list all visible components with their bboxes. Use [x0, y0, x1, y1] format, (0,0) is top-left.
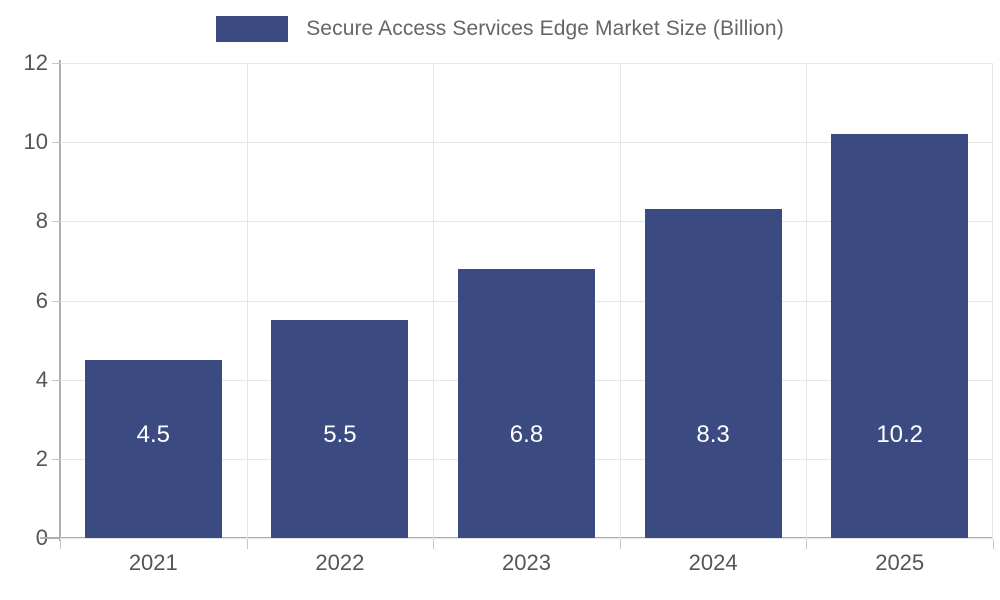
x-axis-tick-label: 2022: [315, 550, 365, 575]
bar-value-label: 6.8: [509, 420, 544, 448]
y-axis-tick-label: 2: [35, 445, 48, 471]
vertical-gridline: [620, 63, 621, 538]
horizontal-gridline: [60, 538, 993, 539]
x-axis-tick-label: 2025: [875, 550, 925, 575]
vertical-gridline: [247, 63, 248, 538]
x-axis-tick-label: 2024: [688, 550, 738, 575]
legend-color-swatch-icon: [216, 16, 289, 42]
y-axis-tick-mark: [52, 221, 61, 223]
x-axis-tick-mark: [619, 539, 621, 549]
x-axis-tick-mark: [60, 539, 61, 549]
legend-item-sase-market-size[interactable]: Secure Access Services Edge Market Size …: [216, 16, 784, 42]
y-axis-tick-labels: 0 2 4 6 8 10 12: [0, 52, 48, 549]
y-axis-tick-mark: [52, 458, 61, 460]
y-axis-tick-mark: [52, 142, 61, 144]
bar-2025[interactable]: 10.2: [831, 134, 969, 538]
bar-2022[interactable]: 5.5: [271, 320, 409, 538]
vertical-gridline: [992, 63, 993, 538]
bar-value-label: 10.2: [876, 420, 924, 448]
y-axis-tick-label: 4: [35, 366, 48, 392]
vertical-gridline: [806, 63, 807, 538]
x-axis-tick-mark: [993, 539, 994, 549]
legend-label: Secure Access Services Edge Market Size …: [306, 17, 784, 40]
x-axis-tick-mark: [433, 539, 435, 549]
horizontal-gridline: [60, 221, 993, 223]
vertical-gridline: [433, 63, 434, 538]
bar-value-label: 5.5: [323, 420, 357, 448]
plot-area: 4.5 5.5 6.8 8.3 10.2: [60, 63, 993, 539]
bar-value-label: 8.3: [696, 420, 730, 448]
y-axis-tick-mark: [52, 379, 61, 381]
bar-2023[interactable]: 6.8: [457, 268, 596, 538]
chart-legend: Secure Access Services Edge Market Size …: [0, 0, 1000, 58]
bar-2021[interactable]: 4.5: [84, 359, 222, 538]
x-axis-tick-mark: [806, 539, 808, 549]
y-axis-tick-mark: [52, 63, 61, 64]
bar-value-label: 4.5: [136, 420, 170, 448]
x-axis-tick-labels: 2021 2022 2023 2024 2025: [60, 552, 993, 592]
x-axis-tick-label: 2021: [128, 550, 178, 575]
horizontal-gridline: [60, 142, 993, 144]
y-axis-tick-mark: [52, 300, 61, 302]
y-axis-tick-label: 6: [35, 287, 48, 313]
bar-2024[interactable]: 8.3: [644, 209, 782, 538]
x-axis-tick-label: 2023: [502, 550, 551, 575]
y-axis-tick-label: 10: [23, 129, 48, 155]
horizontal-gridline: [60, 63, 993, 64]
y-axis-tick-label: 12: [23, 50, 48, 75]
y-axis-tick-label: 8: [35, 208, 48, 234]
x-axis-tick-mark: [246, 539, 248, 549]
